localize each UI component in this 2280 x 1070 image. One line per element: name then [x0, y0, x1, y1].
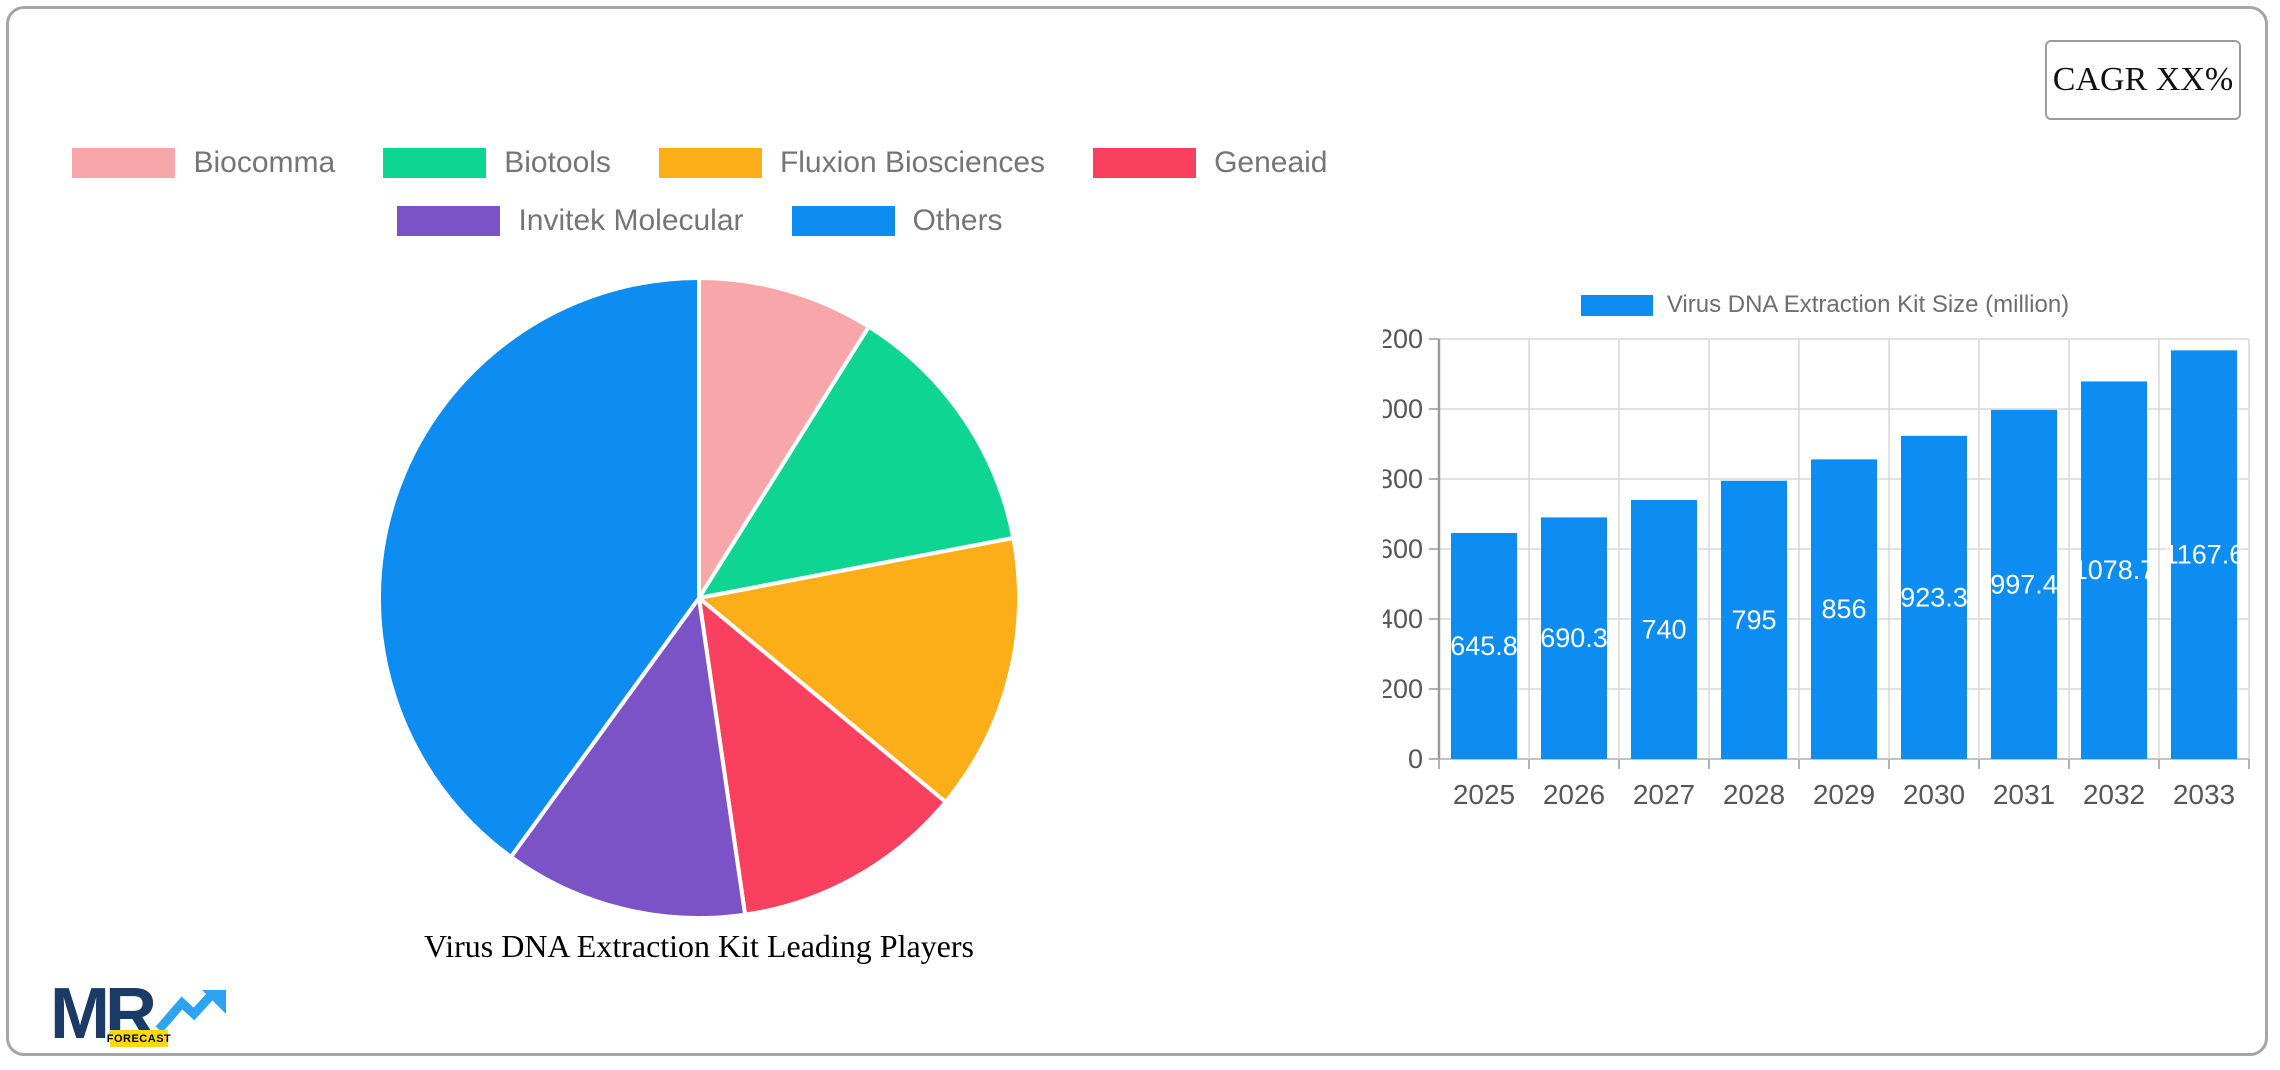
- pie-slice-geneaid: [697, 596, 948, 917]
- legend-item-fluxion-biosciences: Fluxion Biosciences: [658, 146, 1046, 180]
- y-tick-label: 0: [1408, 744, 1423, 774]
- cagr-label: CAGR XX%: [2052, 61, 2234, 98]
- bar-value-label: 1167.6: [2164, 540, 2245, 570]
- y-tick-label: 600: [1383, 534, 1423, 564]
- bar-2033: [2171, 350, 2237, 759]
- pie-slice-biotools: [697, 324, 1016, 600]
- bar-2032: [2081, 381, 2147, 759]
- pie-slice-others: [376, 276, 701, 859]
- legend-label: Invitek Molecular: [518, 204, 744, 237]
- x-tick-label: 2027: [1633, 779, 1695, 810]
- y-tick-label: 400: [1383, 604, 1423, 634]
- brand-logo-badge: FORECAST: [107, 1030, 171, 1047]
- legend-item-others: Others: [791, 204, 1003, 238]
- bar-2031: [1991, 409, 2057, 759]
- bar-legend-swatch: [1580, 294, 1653, 316]
- legend-swatch: [791, 206, 895, 236]
- bar-value-label: 740: [1641, 615, 1686, 645]
- bar-chart-legend: Virus DNA Extraction Kit Size (million): [1383, 288, 2267, 322]
- bar-value-label: 1078.7: [2073, 555, 2156, 585]
- x-tick-label: 2031: [1993, 779, 2055, 810]
- legend-swatch: [658, 148, 762, 178]
- bar-2029: [1811, 459, 1877, 759]
- pie-chart: [376, 275, 1021, 921]
- bar-value-label: 645.8: [1450, 631, 1518, 661]
- trend-arrow-icon: [155, 990, 226, 1033]
- legend-item-biocomma: Biocomma: [72, 146, 335, 180]
- bar-2028: [1721, 480, 1787, 759]
- legend-swatch: [1093, 148, 1197, 178]
- legend-item-invitek-molecular: Invitek Molecular: [397, 204, 744, 238]
- bar-value-label: 997.4: [1990, 569, 2058, 599]
- x-tick-label: 2025: [1453, 779, 1515, 810]
- bar-chart: Virus DNA Extraction Kit Size (million) …: [1363, 288, 2267, 828]
- pie-slice-fluxion-biosciences: [697, 536, 1021, 804]
- x-tick-label: 2026: [1543, 779, 1605, 810]
- y-tick-label: 200: [1383, 674, 1423, 704]
- legend-item-geneaid: Geneaid: [1093, 146, 1328, 180]
- x-tick-label: 2033: [2173, 779, 2235, 810]
- x-tick-label: 2029: [1813, 779, 1875, 810]
- pie-legend: Biocomma Biotools Fluxion Biosciences Genea…: [0, 146, 1400, 238]
- cagr-badge: CAGR XX%: [2045, 40, 2241, 120]
- legend-swatch: [383, 148, 487, 178]
- y-tick-label: 1200: [1383, 324, 1423, 354]
- bar-2025: [1451, 532, 1517, 759]
- legend-label: Biocomma: [193, 146, 336, 179]
- legend-label: Geneaid: [1214, 146, 1328, 179]
- legend-row: Biocomma Biotools Fluxion Biosciences Genea…: [72, 146, 1328, 180]
- x-tick-label: 2030: [1903, 779, 1965, 810]
- x-tick-label: 2032: [2083, 779, 2145, 810]
- y-tick-label: 800: [1383, 464, 1423, 494]
- bar-value-label: 923.3: [1900, 582, 1968, 612]
- bar-value-label: 856: [1821, 594, 1866, 624]
- legend-row: Invitek Molecular Others: [397, 204, 1003, 238]
- legend-item-biotools: Biotools: [383, 146, 611, 180]
- legend-swatch: [72, 148, 176, 178]
- bar-2026: [1541, 517, 1607, 759]
- report-card: [6, 6, 2268, 1056]
- x-tick-label: 2028: [1723, 779, 1785, 810]
- y-tick-label: 1000: [1383, 394, 1423, 424]
- bar-value-label: 690.3: [1540, 623, 1608, 653]
- legend-label: Fluxion Biosciences: [779, 146, 1046, 179]
- bar-2030: [1901, 435, 1967, 759]
- pie-slice-biocomma: [697, 275, 871, 600]
- pie-slice-invitek-molecular: [508, 596, 748, 921]
- pie-chart-title: Virus DNA Extraction Kit Leading Players: [424, 928, 974, 964]
- legend-swatch: [397, 206, 501, 236]
- legend-label: Others: [912, 204, 1003, 237]
- bar-legend-label: Virus DNA Extraction Kit Size (million): [1666, 291, 2070, 318]
- legend-label: Biotools: [504, 146, 611, 179]
- brand-logo: MR FORECAST: [50, 978, 226, 1054]
- bar-chart-plot: 0 200 400 600 800 1000 1200 645.8 2025 690.3 2026 7…: [1363, 324, 2250, 810]
- bar-2027: [1631, 500, 1697, 759]
- bar-value-label: 795: [1731, 605, 1776, 635]
